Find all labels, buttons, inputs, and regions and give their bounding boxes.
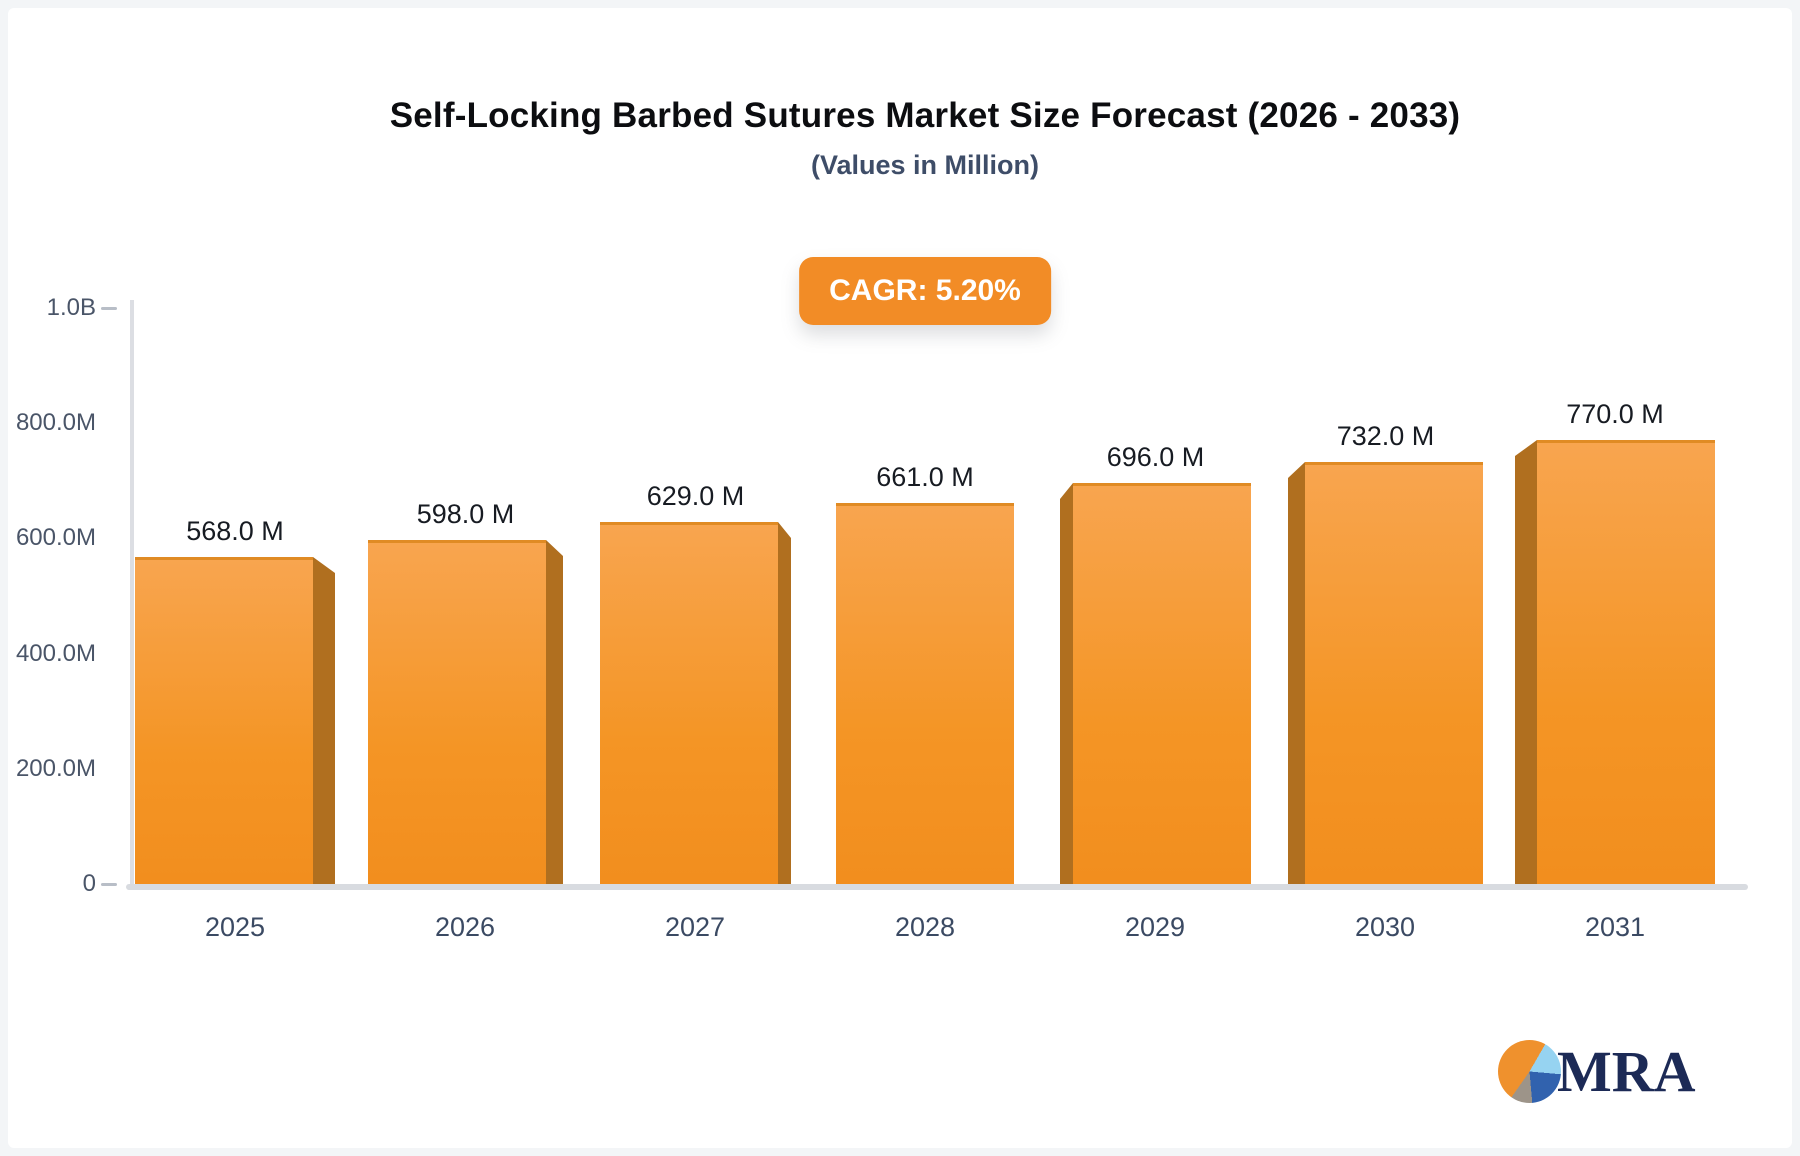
bar-3d-side-2025 [313,557,335,884]
bar-group-2030: 732.0 M [1288,421,1483,884]
y-tick-label: 0 [82,870,96,897]
bar-2029 [1073,483,1251,884]
y-tick-label: 600.0M [15,524,96,552]
bar-3d-side-2027 [778,522,791,884]
y-tick-label: 400.0M [15,639,96,667]
bar-3d-side-2026 [546,540,563,884]
y-tick-mark [101,883,117,886]
bar-2030 [1305,462,1483,884]
bar-value-label: 598.0 M [416,499,515,529]
y-tick-mark [101,307,117,310]
bar-group-2026: 598.0 M [368,499,563,884]
bar-3d-side-2029 [1060,483,1073,884]
bar-2028 [836,503,1014,884]
x-tick-label-2029: 2029 [1124,912,1186,942]
chart-subtitle: (Values in Million) [810,150,1040,180]
bar-2031 [1537,440,1715,884]
bar-value-label: 661.0 M [876,462,974,492]
brand-logo-text: MRA [1557,1038,1696,1104]
x-tick-label-2027: 2027 [664,912,726,942]
x-axis-line [126,884,1748,890]
y-tick-label: 200.0M [15,754,96,782]
y-tick-label: 800.0M [15,409,96,437]
cagr-badge: CAGR: 5.20% [799,257,1051,325]
bar-value-label: 568.0 M [186,516,284,546]
bar-3d-side-2030 [1288,462,1305,884]
x-tick-label-2026: 2026 [434,912,496,942]
x-tick-label-2030: 2030 [1354,912,1416,942]
bar-2026 [368,540,546,884]
x-tick-label-2031: 2031 [1584,912,1646,942]
bar-3d-side-2031 [1515,440,1537,884]
bar-group-2031: 770.0 M [1515,399,1715,884]
pie-chart-icon [1498,1039,1561,1103]
y-axis-line [130,300,134,890]
x-tick-label-2028: 2028 [894,912,956,942]
bar-group-2025: 568.0 M [135,516,335,884]
bar-value-label: 770.0 M [1566,399,1664,429]
bar-value-label: 732.0 M [1336,421,1435,451]
bar-group-2027: 629.0 M [600,481,791,884]
brand-logo: MRA [1498,1036,1696,1106]
chart-title: Self-Locking Barbed Sutures Market Size … [389,96,1461,135]
bar-value-label: 629.0 M [646,481,745,511]
bar-group-2029: 696.0 M [1060,442,1251,884]
x-tick-label-2025: 2025 [204,912,266,942]
bar-value-label: 696.0 M [1106,442,1205,472]
bar-group-2028: 661.0 M [836,462,1014,884]
y-tick-label: 1.0B [46,294,96,321]
bar-2025 [135,557,313,884]
bar-2027 [600,522,778,884]
